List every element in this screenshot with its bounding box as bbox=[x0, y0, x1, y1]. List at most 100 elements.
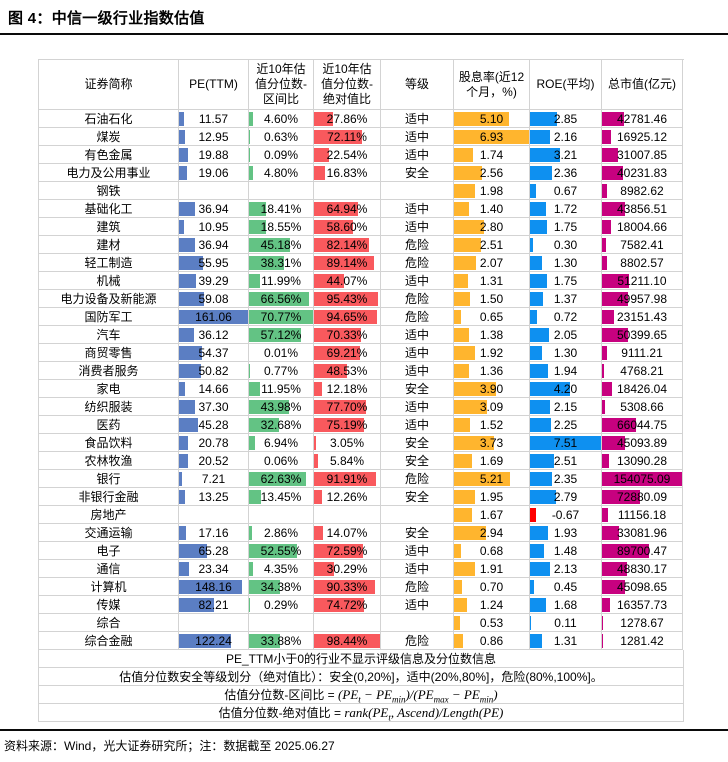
pe-bar bbox=[179, 400, 195, 414]
range-percentile-cell: 6.94% bbox=[249, 434, 314, 452]
dividend-yield-cell: 2.07 bbox=[454, 254, 530, 272]
roe-cell-value: 1.37 bbox=[554, 292, 577, 306]
range-percentile-cell bbox=[249, 614, 314, 632]
dividend-yield-cell: 1.69 bbox=[454, 452, 530, 470]
grade-cell: 危险 bbox=[381, 236, 454, 254]
pe-cell-value: 55.95 bbox=[198, 256, 228, 270]
industry-name-cell: 消费者服务 bbox=[39, 362, 179, 380]
pe-cell-value: 39.29 bbox=[198, 274, 228, 288]
grade-cell: 适中 bbox=[381, 272, 454, 290]
abs-percentile-bar bbox=[314, 382, 322, 396]
pe-bar bbox=[179, 238, 195, 252]
pe-cell: 20.78 bbox=[179, 434, 249, 452]
dividend-yield-cell-value: 2.94 bbox=[480, 526, 503, 540]
market-cap-bar bbox=[602, 238, 606, 252]
dividend-yield-cell: 0.70 bbox=[454, 578, 530, 596]
pe-bar bbox=[179, 274, 196, 288]
formula-row-0: 估值分位数-区间比 = (PEt − PEmin)/(PEmax − PEmin… bbox=[39, 686, 684, 704]
range-percentile-cell: 4.35% bbox=[249, 560, 314, 578]
roe-cell: 3.21 bbox=[530, 146, 602, 164]
grade-cell: 适中 bbox=[381, 416, 454, 434]
column-header-3: 近10年估值分位数-绝对值比 bbox=[314, 60, 381, 110]
range-percentile-cell-value: 62.63% bbox=[261, 472, 302, 486]
dividend-yield-cell: 6.93 bbox=[454, 128, 530, 146]
range-percentile-bar bbox=[249, 526, 252, 540]
pe-cell: 7.21 bbox=[179, 470, 249, 488]
dividend-yield-cell: 5.21 bbox=[454, 470, 530, 488]
dividend-yield-bar bbox=[454, 148, 473, 162]
roe-bar bbox=[530, 598, 546, 612]
range-percentile-bar bbox=[249, 364, 250, 378]
dividend-yield-bar bbox=[454, 274, 468, 288]
abs-percentile-cell-value: 69.21% bbox=[327, 346, 368, 360]
grade-cell: 安全 bbox=[381, 164, 454, 182]
range-percentile-cell-value: 0.01% bbox=[264, 346, 298, 360]
pe-cell: 39.29 bbox=[179, 272, 249, 290]
market-cap-cell: 42781.46 bbox=[602, 110, 683, 128]
pe-bar bbox=[179, 472, 182, 486]
pe-cell: 65.28 bbox=[179, 542, 249, 560]
abs-percentile-cell-value: 5.84% bbox=[330, 454, 364, 468]
market-cap-bar bbox=[602, 346, 607, 360]
table-footnotes: PE_TTM小于0的行业不显示评级信息及分位数信息估值分位数安全等级划分（绝对值… bbox=[39, 650, 684, 722]
range-percentile-cell-value: 11.99% bbox=[261, 274, 301, 288]
abs-percentile-cell: 16.83% bbox=[314, 164, 381, 182]
pe-cell: 148.16 bbox=[179, 578, 249, 596]
pe-bar bbox=[179, 526, 186, 540]
market-cap-cell: 18004.66 bbox=[602, 218, 683, 236]
grade-cell-value: 安全 bbox=[405, 382, 429, 396]
abs-percentile-cell-value: 82.14% bbox=[327, 238, 368, 252]
abs-percentile-cell-value: 30.29% bbox=[327, 562, 368, 576]
grade-cell-value: 安全 bbox=[405, 526, 429, 540]
roe-bar bbox=[530, 328, 549, 342]
pe-cell-value: 7.21 bbox=[202, 472, 225, 486]
market-cap-cell: 31007.85 bbox=[602, 146, 683, 164]
market-cap-cell: 40231.83 bbox=[602, 164, 683, 182]
industry-name-cell-value: 基础化工 bbox=[84, 202, 132, 216]
grade-cell bbox=[381, 506, 454, 524]
range-percentile-cell-value: 57.12% bbox=[261, 328, 302, 342]
abs-percentile-cell: 91.91% bbox=[314, 470, 381, 488]
roe-cell-value: 1.30 bbox=[554, 256, 577, 270]
pe-bar bbox=[179, 130, 185, 144]
roe-cell-value: 1.48 bbox=[554, 544, 577, 558]
roe-cell-value: 2.51 bbox=[554, 454, 577, 468]
pe-cell: 59.08 bbox=[179, 290, 249, 308]
abs-percentile-cell-value: 64.94% bbox=[327, 202, 368, 216]
industry-name-cell-value: 非银行金融 bbox=[78, 490, 138, 504]
abs-percentile-cell-value: 16.83% bbox=[327, 166, 368, 180]
roe-cell: 0.30 bbox=[530, 236, 602, 254]
abs-percentile-cell: 69.21% bbox=[314, 344, 381, 362]
market-cap-cell: 45098.65 bbox=[602, 578, 683, 596]
pe-cell: 14.66 bbox=[179, 380, 249, 398]
grade-cell-value: 适中 bbox=[405, 346, 429, 360]
roe-cell: 1.94 bbox=[530, 362, 602, 380]
industry-name-cell-value: 电力及公用事业 bbox=[66, 166, 150, 180]
dividend-yield-cell: 3.09 bbox=[454, 398, 530, 416]
roe-bar bbox=[530, 310, 537, 324]
abs-percentile-cell: 64.94% bbox=[314, 200, 381, 218]
roe-cell: 2.79 bbox=[530, 488, 602, 506]
grade-cell: 安全 bbox=[381, 380, 454, 398]
pe-cell: 37.30 bbox=[179, 398, 249, 416]
roe-bar bbox=[530, 526, 548, 540]
range-percentile-bar bbox=[249, 112, 253, 126]
abs-percentile-bar bbox=[314, 166, 325, 180]
pe-cell: 122.24 bbox=[179, 632, 249, 650]
abs-percentile-cell: 72.11% bbox=[314, 128, 381, 146]
pe-bar bbox=[179, 418, 198, 432]
dividend-yield-bar bbox=[454, 634, 463, 648]
roe-cell: 2.13 bbox=[530, 560, 602, 578]
grade-cell: 危险 bbox=[381, 308, 454, 326]
range-percentile-cell-value: 33.88% bbox=[261, 634, 302, 648]
industry-name-cell-value: 商贸零售 bbox=[84, 346, 132, 360]
roe-cell-value: 2.05 bbox=[554, 328, 577, 342]
range-percentile-cell-value: 4.60% bbox=[264, 112, 298, 126]
formula-row-1: 估值分位数-绝对值比 = rank(PEt, Ascend)/Length(PE… bbox=[39, 704, 684, 722]
grade-cell-value: 危险 bbox=[405, 634, 429, 648]
